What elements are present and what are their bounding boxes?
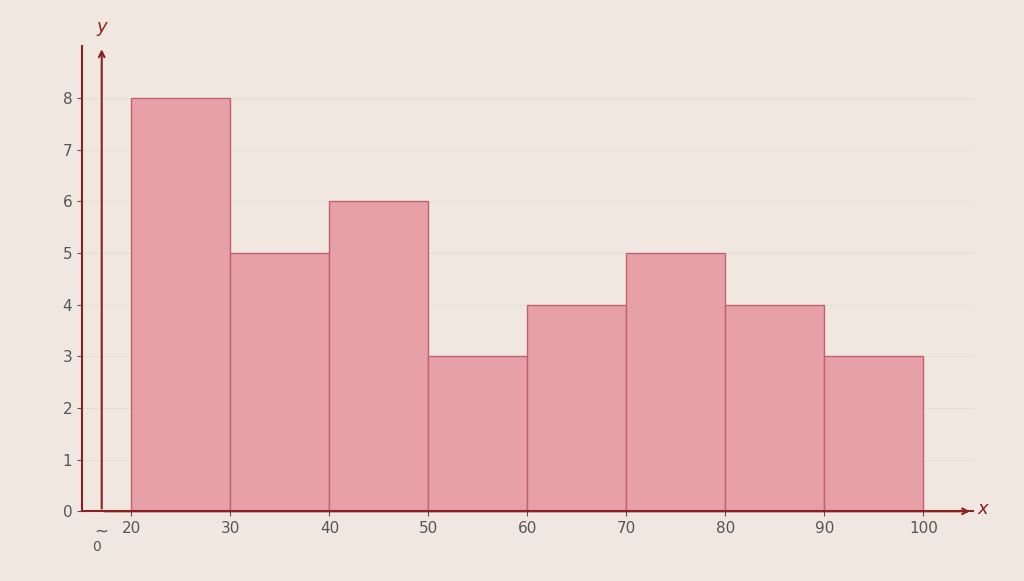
Bar (527, 304, 627, 511)
Bar (330, 202, 428, 511)
Text: x: x (978, 500, 988, 518)
Bar (131, 98, 230, 511)
Text: 0: 0 (92, 540, 101, 554)
Bar (627, 253, 725, 511)
Bar (230, 253, 330, 511)
Text: ~: ~ (94, 523, 109, 541)
Bar (428, 356, 527, 511)
Bar (824, 356, 924, 511)
Bar (725, 304, 824, 511)
Text: y: y (96, 18, 108, 36)
